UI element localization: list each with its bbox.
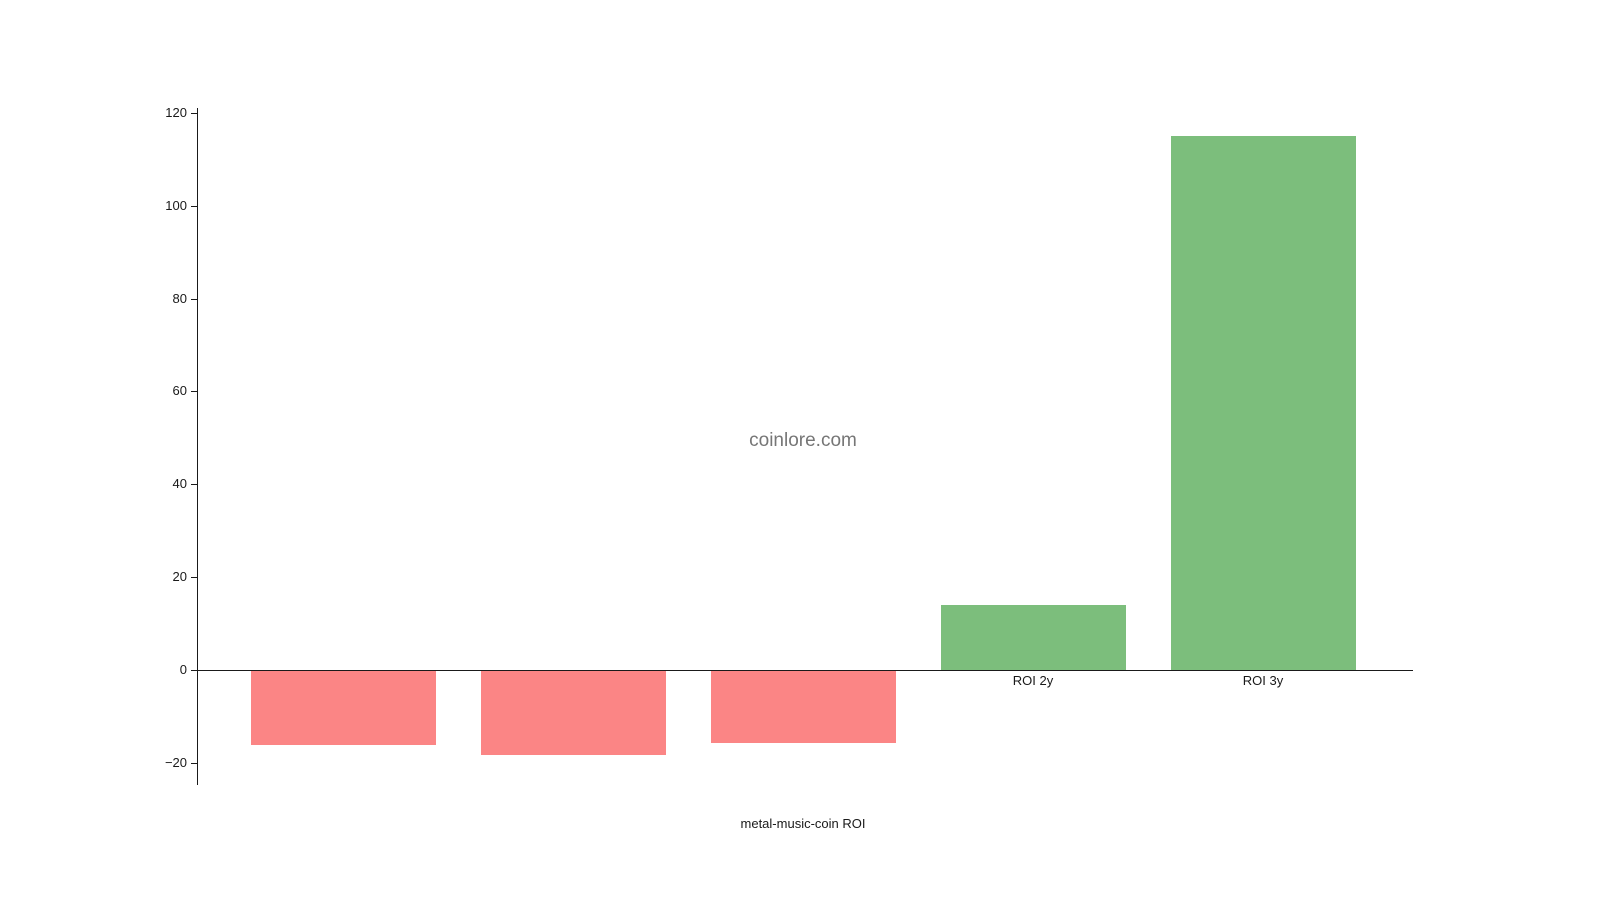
y-tick-mark xyxy=(191,206,197,207)
x-tick-label: ROI 2y xyxy=(1012,673,1054,688)
y-tick-label: 80 xyxy=(172,291,187,306)
bar xyxy=(251,671,436,745)
chart-title: metal-music-coin ROI xyxy=(740,816,866,831)
y-tick-label: 40 xyxy=(172,476,187,491)
y-tick-mark xyxy=(191,113,197,114)
y-tick-label: 100 xyxy=(165,198,187,213)
y-tick-mark xyxy=(191,391,197,392)
y-tick-mark xyxy=(191,299,197,300)
y-tick-mark xyxy=(191,670,197,671)
y-tick-mark xyxy=(191,577,197,578)
y-tick-label: 20 xyxy=(172,569,187,584)
x-tick-label: ROI 3y xyxy=(1242,673,1284,688)
y-tick-mark xyxy=(191,484,197,485)
y-tick-mark xyxy=(191,763,197,764)
y-axis-line xyxy=(197,108,198,785)
bar xyxy=(481,671,666,755)
bar xyxy=(711,671,896,743)
bar xyxy=(941,605,1126,670)
y-tick-label: −20 xyxy=(164,755,187,770)
bar xyxy=(1171,136,1356,670)
watermark: coinlore.com xyxy=(749,430,857,451)
y-tick-label: 0 xyxy=(179,662,187,677)
y-tick-label: 60 xyxy=(172,383,187,398)
y-tick-label: 120 xyxy=(165,105,187,120)
x-axis-zero-line xyxy=(197,670,1413,671)
